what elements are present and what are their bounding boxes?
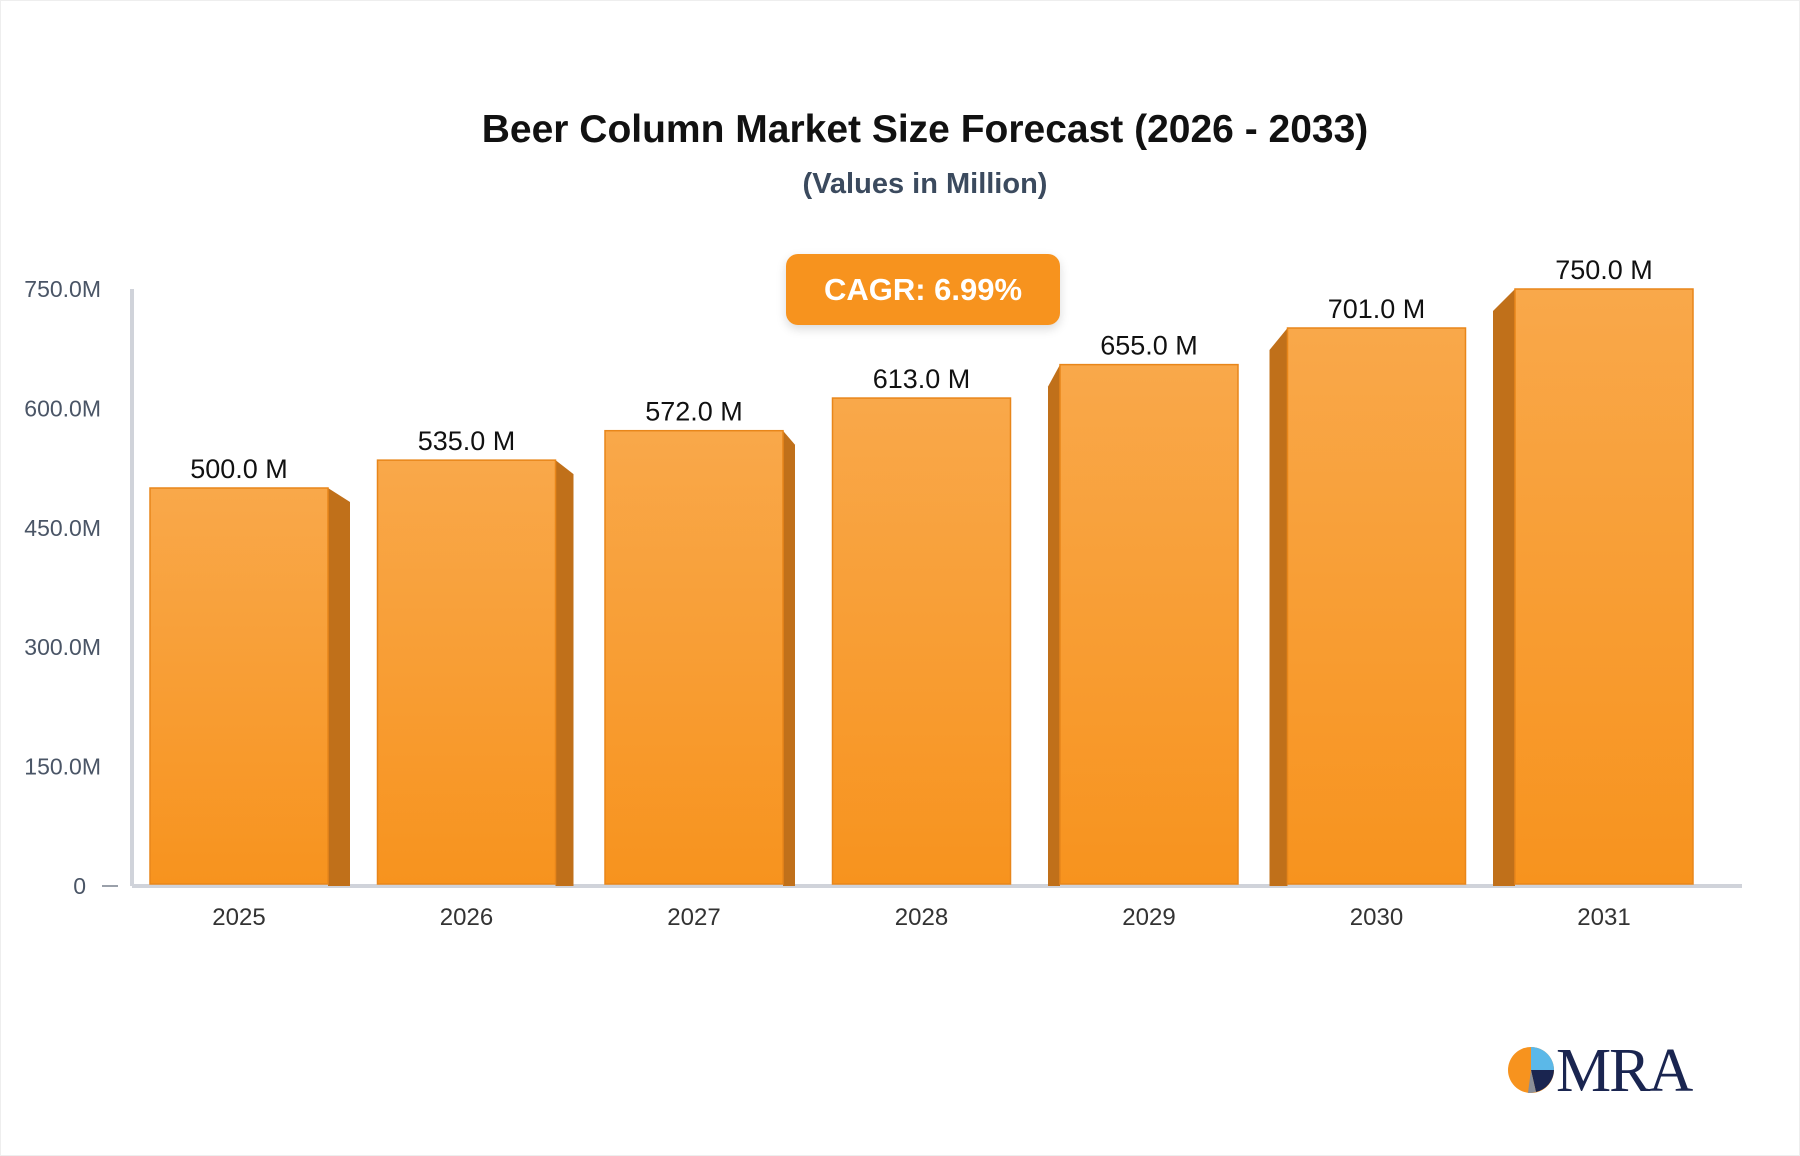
- bar-side: [1493, 289, 1515, 886]
- data-label: 500.0 M: [190, 454, 288, 484]
- bar: [1286, 327, 1467, 885]
- x-tick-label: 2027: [667, 904, 720, 931]
- bar: [376, 459, 557, 885]
- y-tick-label: 0: [73, 873, 86, 899]
- y-tick-label: 450.0M: [24, 515, 101, 541]
- bar-side: [328, 488, 350, 886]
- data-label: 701.0 M: [1328, 294, 1426, 324]
- chart-title: Beer Column Market Size Forecast (2026 -…: [481, 108, 1369, 151]
- bar-side: [1269, 328, 1288, 886]
- bar-side: [1048, 364, 1060, 886]
- x-tick-label: 2028: [895, 904, 948, 931]
- bar: [831, 397, 1012, 885]
- x-tick-label: 2030: [1350, 904, 1403, 931]
- y-tick-label: 300.0M: [24, 634, 101, 660]
- bar-side: [783, 430, 795, 886]
- chart-subtitle: (Values in Million): [802, 168, 1048, 200]
- data-label: 613.0 M: [873, 364, 971, 394]
- data-label: 750.0 M: [1555, 255, 1653, 285]
- bar: [149, 487, 329, 885]
- x-tick-label: 2025: [212, 904, 265, 931]
- bar: [1059, 363, 1239, 885]
- y-tick-label: 150.0M: [24, 754, 101, 780]
- bar: [604, 429, 784, 885]
- data-label: 655.0 M: [1100, 331, 1198, 361]
- x-tick-label: 2031: [1577, 904, 1630, 931]
- y-tick-label: 750.0M: [24, 276, 101, 302]
- cagr-badge: CAGR: 6.99%: [786, 254, 1060, 325]
- data-label: 572.0 M: [645, 397, 743, 427]
- x-tick-label: 2029: [1122, 904, 1175, 931]
- bar: [1514, 288, 1694, 885]
- bar-side: [555, 460, 574, 886]
- mra-logo: MRA: [1506, 1037, 1696, 1105]
- y-tick-label: 600.0M: [24, 395, 101, 421]
- logo-pie-icon: [1508, 1047, 1554, 1094]
- logo-text: MRA: [1556, 1037, 1693, 1105]
- x-tick-label: 2026: [440, 904, 493, 931]
- data-label: 535.0 M: [418, 426, 516, 456]
